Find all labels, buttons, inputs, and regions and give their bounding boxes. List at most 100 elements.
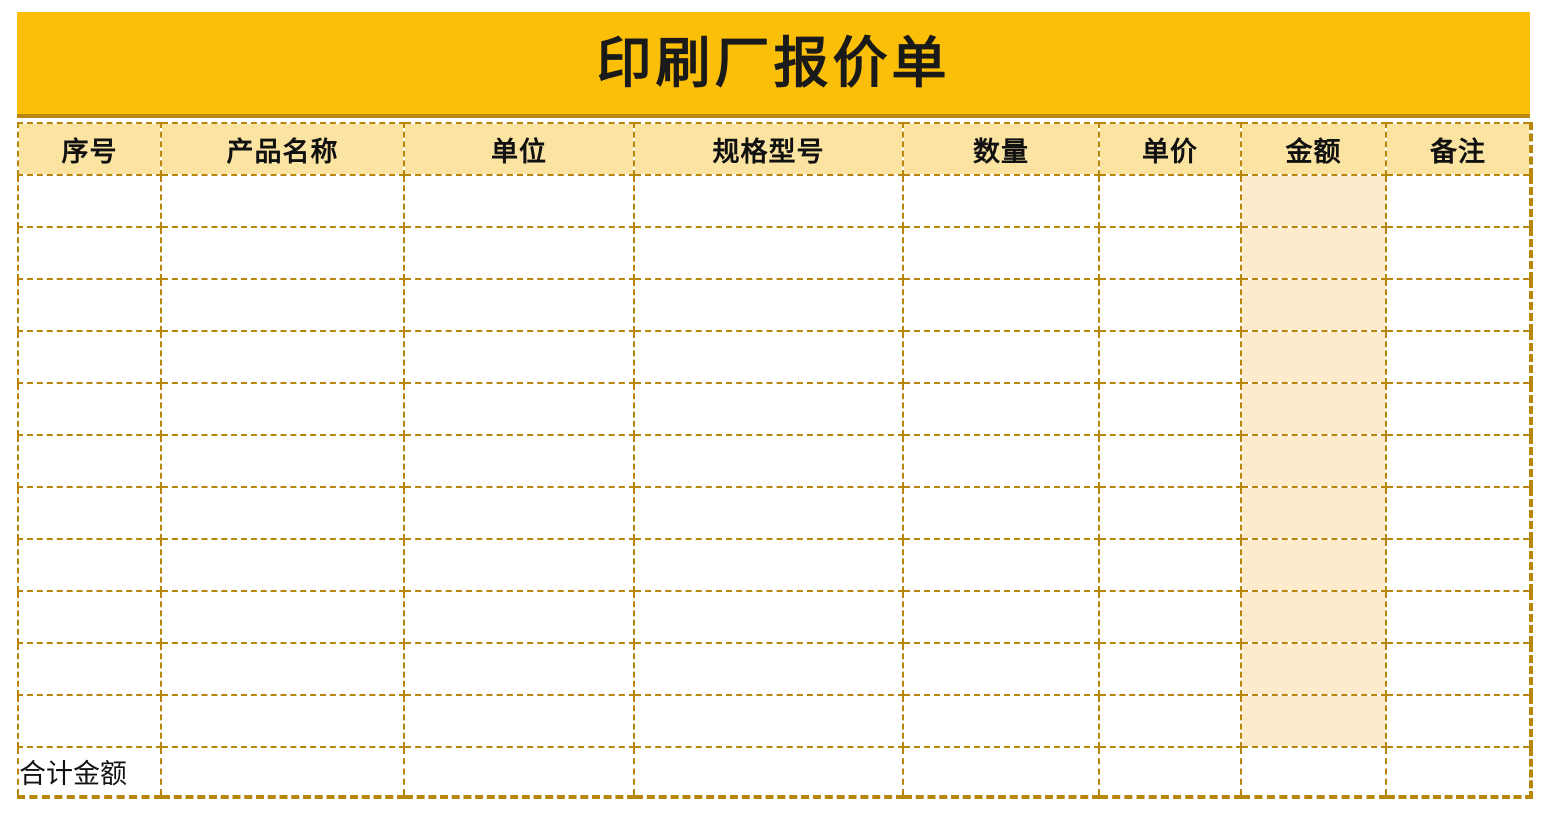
cell-qty[interactable] (903, 695, 1100, 748)
cell-name[interactable] (161, 487, 405, 540)
cell-qty[interactable] (903, 279, 1100, 332)
cell-spec[interactable] (634, 174, 904, 228)
cell-remark[interactable] (1386, 591, 1533, 644)
cell-price[interactable] (1099, 435, 1242, 488)
cell-spec[interactable] (634, 435, 904, 488)
cell-remark[interactable] (1386, 279, 1533, 332)
cell-amount[interactable] (1241, 487, 1387, 540)
cell-spec[interactable] (634, 695, 904, 748)
cell-price[interactable] (1099, 539, 1242, 592)
cell-name[interactable] (161, 279, 405, 332)
cell-amount[interactable] (1241, 643, 1387, 696)
cell-seq[interactable] (17, 331, 162, 384)
cell-name[interactable] (161, 643, 405, 696)
cell-amount[interactable] (1241, 174, 1387, 228)
cell-spec[interactable] (634, 591, 904, 644)
cell-qty[interactable] (903, 539, 1100, 592)
cell-remark[interactable] (1386, 695, 1533, 748)
cell-seq[interactable] (17, 643, 162, 696)
cell-seq[interactable] (17, 487, 162, 540)
cell-price[interactable] (1099, 331, 1242, 384)
cell-seq[interactable] (17, 174, 162, 228)
column-header-qty[interactable]: 数量 (903, 122, 1100, 176)
column-header-price[interactable]: 单价 (1099, 122, 1242, 176)
cell-spec[interactable] (634, 383, 904, 436)
cell-name[interactable] (161, 331, 405, 384)
cell-seq[interactable] (17, 695, 162, 748)
cell-price[interactable] (1099, 174, 1242, 228)
cell-qty[interactable] (903, 331, 1100, 384)
cell-qty[interactable] (903, 383, 1100, 436)
cell-remark[interactable] (1386, 539, 1533, 592)
cell-price[interactable] (1099, 227, 1242, 280)
cell-remark[interactable] (1386, 435, 1533, 488)
cell-spec[interactable] (634, 539, 904, 592)
cell-name[interactable] (161, 539, 405, 592)
cell-remark[interactable] (1386, 331, 1533, 384)
column-header-remark[interactable]: 备注 (1386, 122, 1533, 176)
column-header-seq[interactable]: 序号 (17, 122, 162, 176)
cell-seq[interactable] (17, 539, 162, 592)
cell-unit[interactable] (404, 174, 635, 228)
cell-qty[interactable] (903, 643, 1100, 696)
cell-amount[interactable] (1241, 591, 1387, 644)
column-header-unit[interactable]: 单位 (404, 122, 635, 176)
cell-seq[interactable] (17, 383, 162, 436)
cell-name[interactable] (161, 591, 405, 644)
cell-seq[interactable] (17, 435, 162, 488)
cell-name[interactable] (161, 383, 405, 436)
cell-spec[interactable] (634, 279, 904, 332)
cell-spec[interactable] (634, 487, 904, 540)
total-cell-spec[interactable] (634, 746, 904, 799)
cell-name[interactable] (161, 695, 405, 748)
cell-unit[interactable] (404, 279, 635, 332)
cell-name[interactable] (161, 227, 405, 280)
cell-price[interactable] (1099, 695, 1242, 748)
total-cell-name[interactable] (161, 746, 405, 799)
total-cell-qty[interactable] (903, 746, 1100, 799)
cell-remark[interactable] (1386, 383, 1533, 436)
total-cell-unit[interactable] (404, 746, 635, 799)
cell-unit[interactable] (404, 331, 635, 384)
total-cell-remark[interactable] (1386, 746, 1533, 799)
total-label[interactable]: 合计金额 (17, 746, 162, 799)
cell-price[interactable] (1099, 383, 1242, 436)
cell-remark[interactable] (1386, 174, 1533, 228)
cell-qty[interactable] (903, 591, 1100, 644)
cell-price[interactable] (1099, 279, 1242, 332)
cell-remark[interactable] (1386, 487, 1533, 540)
cell-amount[interactable] (1241, 279, 1387, 332)
cell-seq[interactable] (17, 591, 162, 644)
column-header-spec[interactable]: 规格型号 (634, 122, 904, 176)
column-header-amount[interactable]: 金额 (1241, 122, 1387, 176)
total-cell-amount[interactable] (1241, 746, 1387, 799)
cell-qty[interactable] (903, 435, 1100, 488)
cell-amount[interactable] (1241, 383, 1387, 436)
cell-qty[interactable] (903, 487, 1100, 540)
cell-remark[interactable] (1386, 643, 1533, 696)
cell-amount[interactable] (1241, 695, 1387, 748)
cell-qty[interactable] (903, 174, 1100, 228)
cell-price[interactable] (1099, 643, 1242, 696)
cell-unit[interactable] (404, 695, 635, 748)
cell-amount[interactable] (1241, 539, 1387, 592)
cell-unit[interactable] (404, 383, 635, 436)
cell-name[interactable] (161, 174, 405, 228)
cell-unit[interactable] (404, 435, 635, 488)
cell-amount[interactable] (1241, 435, 1387, 488)
cell-spec[interactable] (634, 643, 904, 696)
cell-amount[interactable] (1241, 331, 1387, 384)
cell-name[interactable] (161, 435, 405, 488)
cell-qty[interactable] (903, 227, 1100, 280)
total-cell-price[interactable] (1099, 746, 1242, 799)
cell-unit[interactable] (404, 227, 635, 280)
cell-price[interactable] (1099, 487, 1242, 540)
cell-seq[interactable] (17, 227, 162, 280)
cell-unit[interactable] (404, 591, 635, 644)
cell-spec[interactable] (634, 331, 904, 384)
cell-spec[interactable] (634, 227, 904, 280)
cell-seq[interactable] (17, 279, 162, 332)
cell-unit[interactable] (404, 539, 635, 592)
cell-remark[interactable] (1386, 227, 1533, 280)
cell-unit[interactable] (404, 643, 635, 696)
